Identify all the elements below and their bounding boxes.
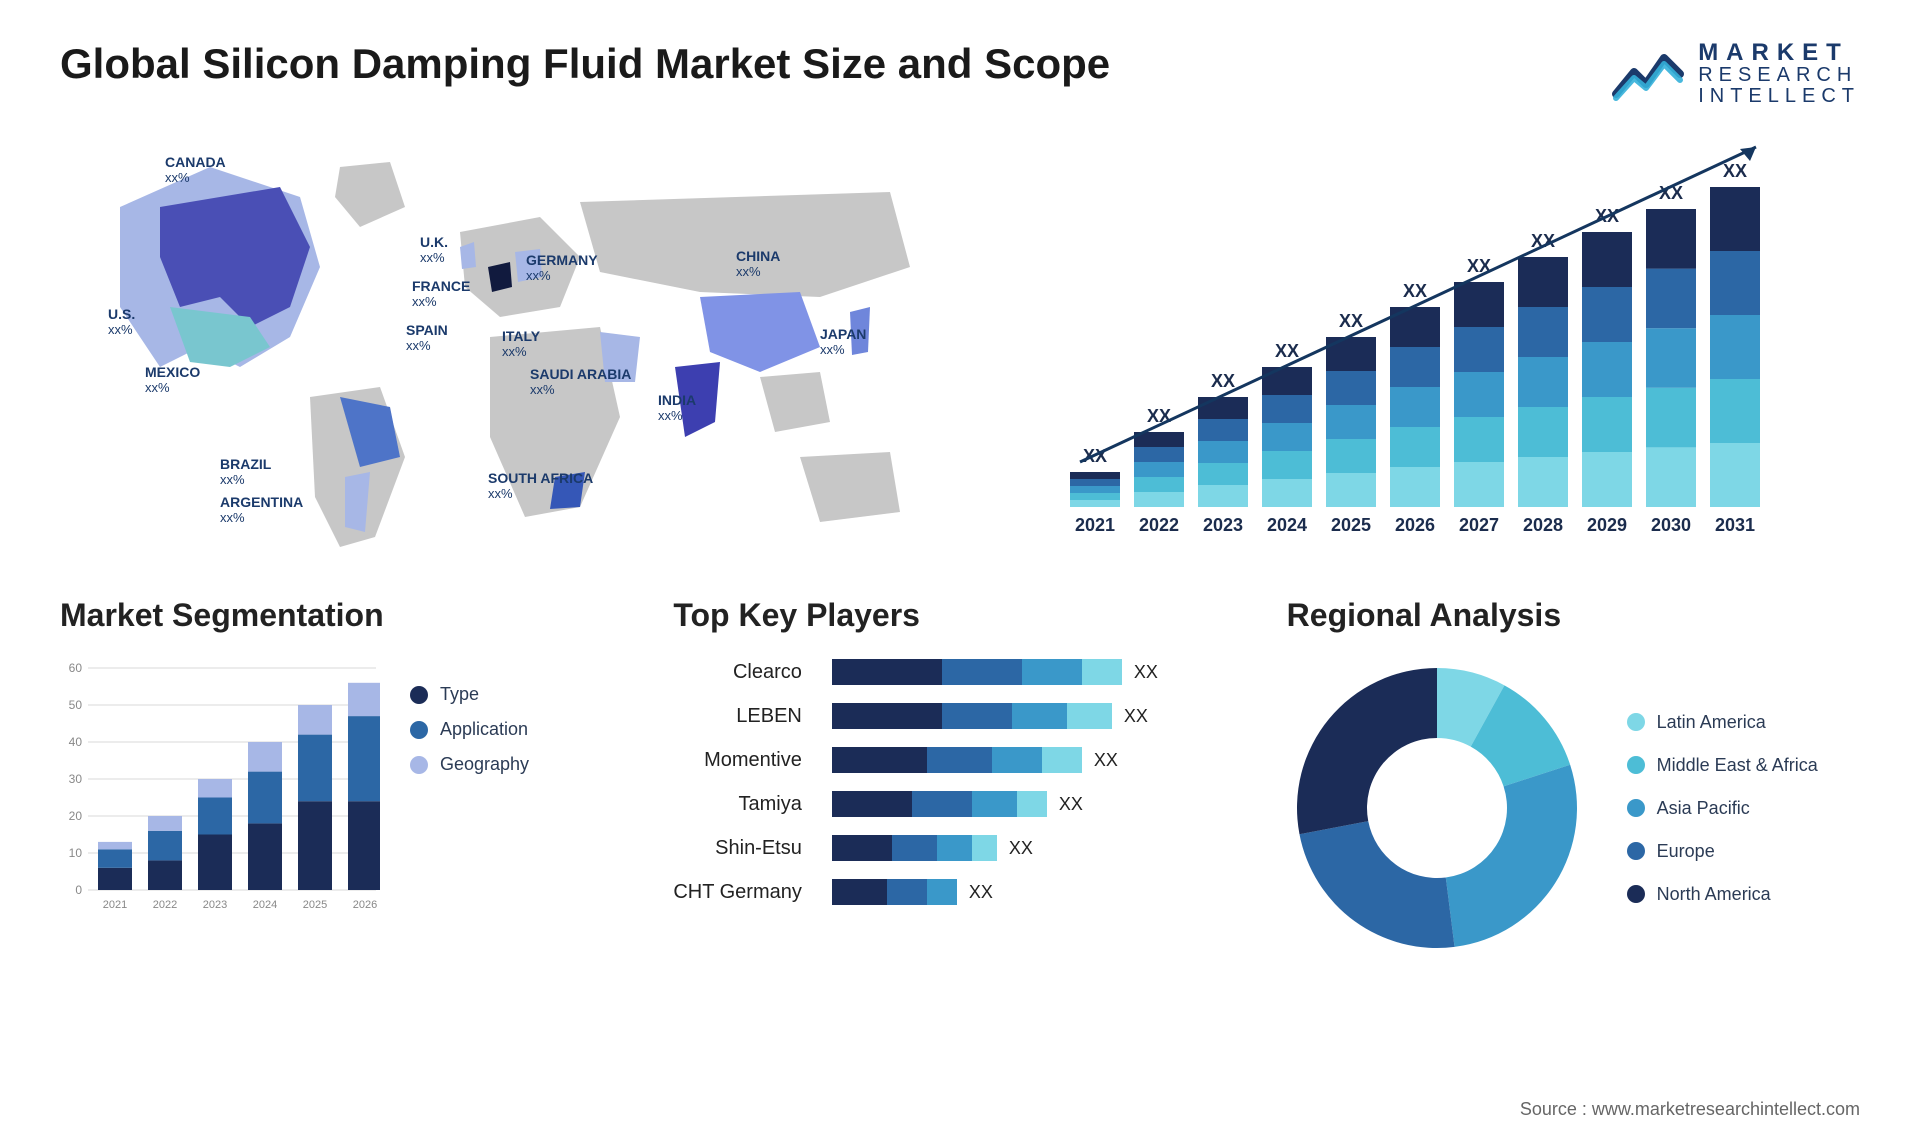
map-country-label: JAPANxx% — [820, 327, 866, 357]
segmentation-title: Market Segmentation — [60, 597, 633, 634]
players-labels: Clearco LEBEN Momentive Tamiya Shin-Etsu CHT … — [673, 658, 802, 906]
svg-text:10: 10 — [69, 846, 83, 860]
svg-text:XX: XX — [1723, 161, 1747, 181]
map-country-label: SAUDI ARABIAxx% — [530, 367, 631, 397]
player-value: XX — [1094, 750, 1118, 771]
player-name: Shin-Etsu — [715, 834, 802, 862]
logo-line-2: RESEARCH — [1698, 65, 1860, 86]
svg-text:XX: XX — [1403, 281, 1427, 301]
svg-text:30: 30 — [69, 772, 83, 786]
segmentation-legend-item: Application — [410, 719, 529, 740]
player-value: XX — [969, 882, 993, 903]
svg-text:2023: 2023 — [203, 899, 227, 911]
svg-text:2031: 2031 — [1715, 515, 1755, 535]
svg-text:2025: 2025 — [1331, 515, 1371, 535]
regional-donut-chart — [1287, 658, 1587, 958]
svg-text:2021: 2021 — [103, 899, 127, 911]
map-country-label: GERMANYxx% — [526, 253, 598, 283]
page-title: Global Silicon Damping Fluid Market Size… — [60, 40, 1110, 88]
segmentation-legend: Type Application Geography — [410, 684, 529, 775]
svg-text:2026: 2026 — [1395, 515, 1435, 535]
regional-legend-item: Asia Pacific — [1627, 798, 1818, 819]
map-country-label: INDIAxx% — [658, 393, 696, 423]
segmentation-legend-item: Geography — [410, 754, 529, 775]
brand-logo: MARKET RESEARCH INTELLECT — [1612, 40, 1860, 107]
svg-text:20: 20 — [69, 809, 83, 823]
regional-legend-item: Europe — [1627, 841, 1818, 862]
player-value: XX — [1009, 838, 1033, 859]
regional-legend-item: Latin America — [1627, 712, 1818, 733]
map-country-label: U.K.xx% — [420, 235, 448, 265]
svg-text:2024: 2024 — [253, 899, 277, 911]
hero-chart-panel: 2021 XX 2022 XX 2023 XX 2024 XX 2025 XX 2026 XX 2027… — [1000, 137, 1860, 557]
svg-text:60: 60 — [69, 661, 83, 675]
player-bar-row: XX — [832, 834, 1158, 862]
logo-line-1: MARKET — [1698, 40, 1860, 65]
svg-text:50: 50 — [69, 698, 83, 712]
map-country-label: ITALYxx% — [502, 329, 540, 359]
segmentation-panel: Market Segmentation 0 10 20 30 40 50 60 2021 202… — [60, 597, 633, 958]
player-bar-row: XX — [832, 878, 1158, 906]
map-country-label: SPAINxx% — [406, 323, 448, 353]
map-country-label: SOUTH AFRICAxx% — [488, 471, 593, 501]
logo-line-3: INTELLECT — [1698, 86, 1860, 107]
hero-stacked-bar-chart: 2021 XX 2022 XX 2023 XX 2024 XX 2025 XX 2026 XX 2027… — [1000, 137, 1860, 557]
players-panel: Top Key Players Clearco LEBEN Momentive Tam… — [673, 597, 1246, 958]
player-name: LEBEN — [736, 702, 802, 730]
logo-mark-icon — [1612, 44, 1684, 104]
map-country-label: U.S.xx% — [108, 307, 135, 337]
segmentation-legend-item: Type — [410, 684, 529, 705]
player-name: Tamiya — [739, 790, 802, 818]
svg-text:2024: 2024 — [1267, 515, 1307, 535]
source-attribution: Source : www.marketresearchintellect.com — [1520, 1099, 1860, 1120]
player-bar-row: XX — [832, 746, 1158, 774]
world-map-panel: CANADAxx% U.S.xx% MEXICOxx% BRAZILxx% ARGENT… — [60, 137, 960, 557]
svg-text:XX: XX — [1275, 341, 1299, 361]
regional-panel: Regional Analysis Latin America Middle Ea… — [1287, 597, 1860, 958]
map-country-label: ARGENTINAxx% — [220, 495, 303, 525]
player-bar-row: XX — [832, 658, 1158, 686]
regional-legend-item: North America — [1627, 884, 1818, 905]
svg-text:2021: 2021 — [1075, 515, 1115, 535]
svg-text:40: 40 — [69, 735, 83, 749]
player-value: XX — [1134, 662, 1158, 683]
svg-text:2022: 2022 — [1139, 515, 1179, 535]
svg-text:2028: 2028 — [1523, 515, 1563, 535]
svg-text:2026: 2026 — [353, 899, 377, 911]
player-name: Momentive — [704, 746, 802, 774]
regional-legend-item: Middle East & Africa — [1627, 755, 1818, 776]
svg-text:XX: XX — [1147, 406, 1171, 426]
svg-text:2022: 2022 — [153, 899, 177, 911]
svg-text:2029: 2029 — [1587, 515, 1627, 535]
svg-text:2025: 2025 — [303, 899, 327, 911]
regional-title: Regional Analysis — [1287, 597, 1860, 634]
player-bar-row: XX — [832, 790, 1158, 818]
map-country-label: FRANCExx% — [412, 279, 470, 309]
player-bar-row: XX — [832, 702, 1158, 730]
svg-text:XX: XX — [1211, 371, 1235, 391]
players-bars: XX XX XX XX XX XX — [832, 658, 1158, 906]
svg-text:2030: 2030 — [1651, 515, 1691, 535]
player-name: CHT Germany — [673, 878, 802, 906]
players-title: Top Key Players — [673, 597, 1246, 634]
svg-text:XX: XX — [1339, 311, 1363, 331]
svg-text:2023: 2023 — [1203, 515, 1243, 535]
player-value: XX — [1059, 794, 1083, 815]
segmentation-chart: 0 10 20 30 40 50 60 2021 2022 2023 2024 2025 2026 — [60, 658, 380, 918]
svg-text:2027: 2027 — [1459, 515, 1499, 535]
map-country-label: MEXICOxx% — [145, 365, 200, 395]
regional-legend: Latin America Middle East & Africa Asia Pa… — [1627, 712, 1818, 905]
svg-text:0: 0 — [75, 883, 82, 897]
player-name: Clearco — [733, 658, 802, 686]
map-country-label: CANADAxx% — [165, 155, 226, 185]
player-value: XX — [1124, 706, 1148, 727]
header: Global Silicon Damping Fluid Market Size… — [60, 40, 1860, 107]
map-country-label: CHINAxx% — [736, 249, 780, 279]
map-country-label: BRAZILxx% — [220, 457, 271, 487]
